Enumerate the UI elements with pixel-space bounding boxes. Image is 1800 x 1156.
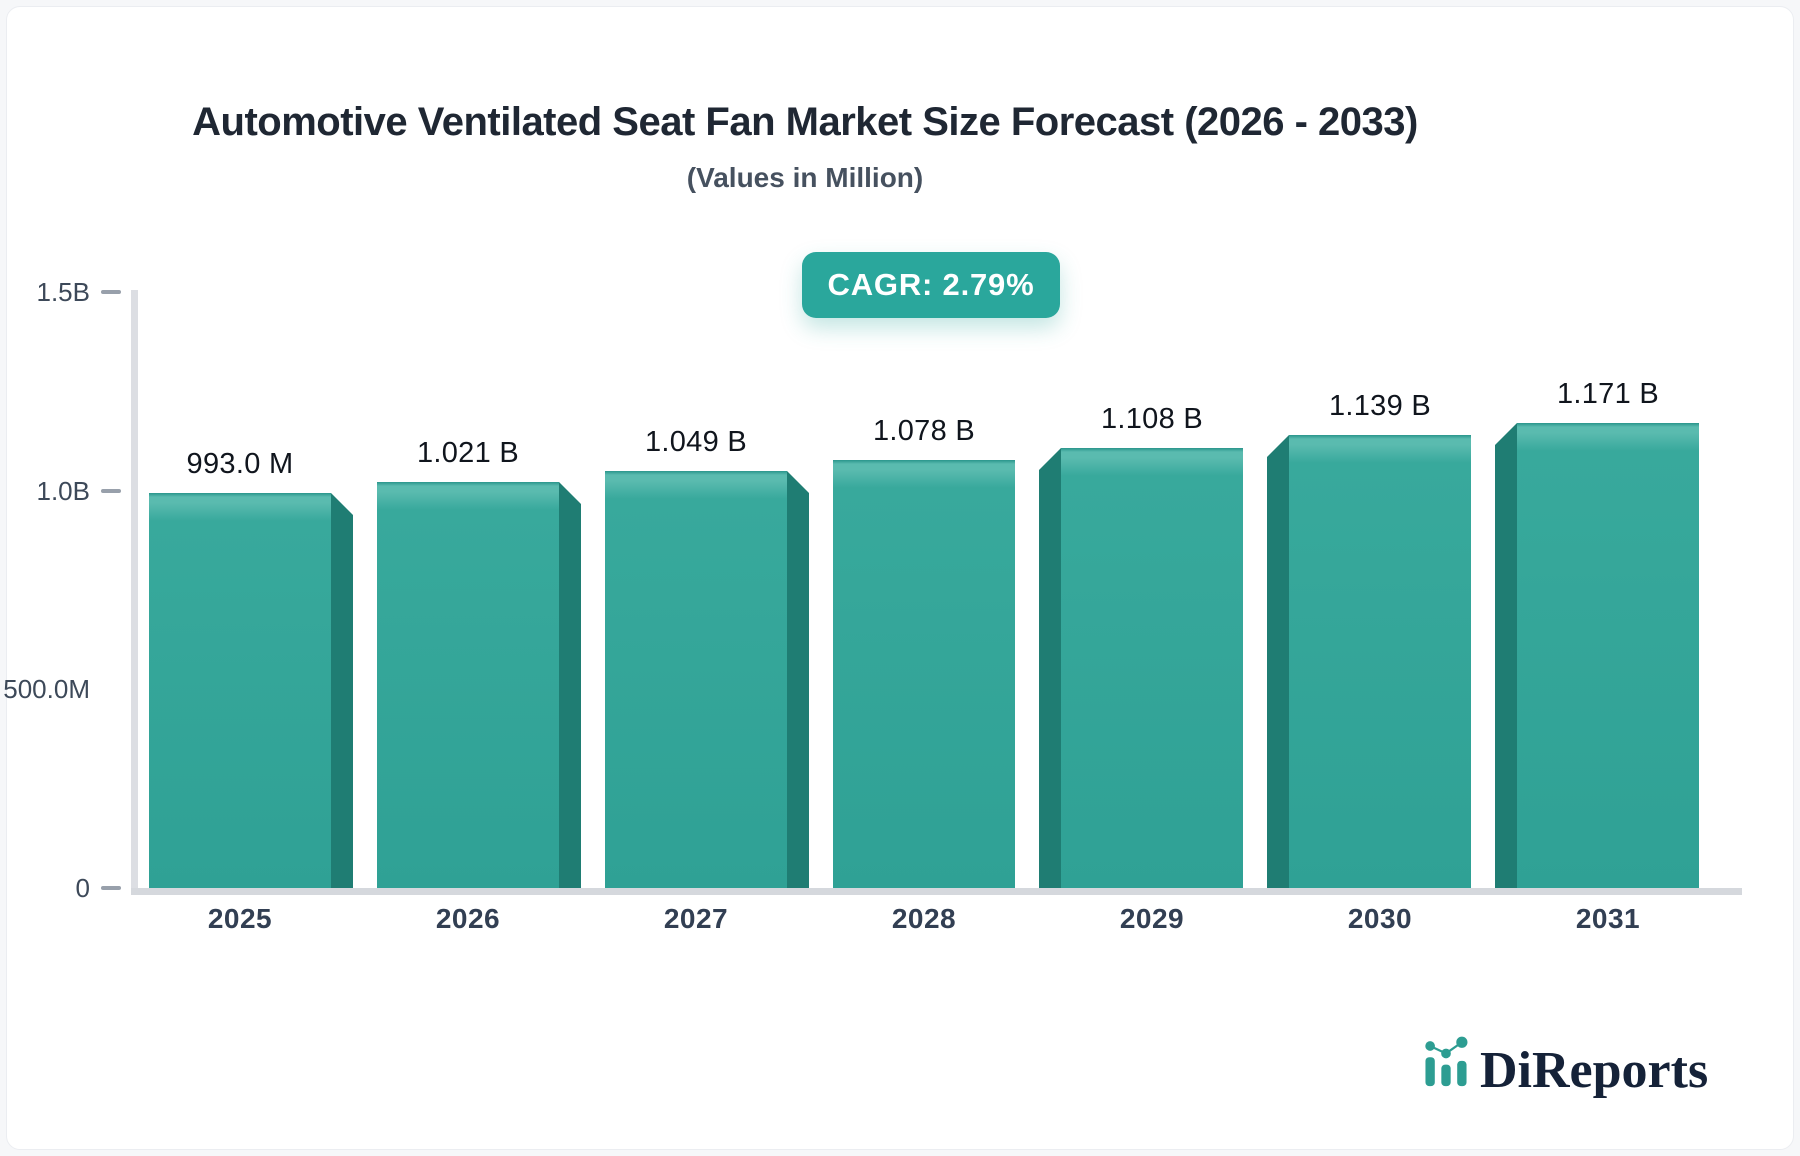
x-axis-line — [131, 888, 1742, 895]
x-axis-label-2025: 2025 — [207, 903, 273, 934]
chart-title: Automotive Ventilated Seat Fan Market Si… — [192, 100, 1418, 144]
x-axis-label-2027: 2027 — [663, 903, 729, 934]
bar-value-label-2025: 993.0 M — [186, 448, 294, 480]
bar-2026-side-face — [559, 482, 581, 888]
bar-2025 — [149, 493, 331, 888]
x-axis-label-2031: 2031 — [1575, 903, 1641, 934]
bar-value-label-2026: 1.021 B — [416, 437, 520, 469]
direports-logo: DiReports — [1420, 1032, 1708, 1101]
x-axis-label-2030: 2030 — [1347, 903, 1413, 934]
bar-2029 — [1061, 448, 1243, 888]
bar-value-label-2028: 1.078 B — [872, 415, 976, 447]
y-axis-label-1.5B: 1.5B — [36, 277, 91, 307]
x-axis-label-2026: 2026 — [435, 903, 501, 934]
bar-2026 — [377, 482, 559, 888]
bar-value-label-2030: 1.139 B — [1328, 390, 1432, 422]
y-axis-label-500.0M: 500.0M — [3, 674, 90, 705]
y-axis-label-0: 0 — [75, 873, 90, 903]
direports-logo-text: DiReports — [1480, 1042, 1709, 1099]
x-axis-label-2029: 2029 — [1119, 903, 1185, 934]
bar-2028 — [833, 460, 1015, 888]
chart-subtitle: (Values in Million) — [686, 162, 924, 193]
y-axis-tick — [101, 488, 121, 493]
bar-2025-side-face — [331, 493, 353, 888]
bar-2031-side-face — [1495, 423, 1517, 888]
x-axis-label-2028: 2028 — [891, 903, 957, 934]
bar-2029-side-face — [1039, 448, 1061, 888]
direports-logo-icon — [1425, 1036, 1468, 1087]
cagr-badge: CAGR: 2.79% — [802, 252, 1060, 318]
bar-2030 — [1289, 435, 1471, 888]
y-axis-line — [131, 290, 138, 895]
cagr-badge-label: CAGR: 2.79% — [827, 267, 1035, 302]
bar-2027-side-face — [787, 471, 809, 888]
y-axis-tick — [101, 290, 121, 294]
bar-2031 — [1517, 423, 1699, 888]
bar-2030-side-face — [1267, 435, 1289, 888]
bar-value-label-2027: 1.049 B — [644, 426, 748, 458]
y-axis-tick — [101, 886, 121, 890]
bar-value-label-2029: 1.108 B — [1100, 403, 1204, 435]
bar-value-label-2031: 1.171 B — [1556, 378, 1660, 410]
bar-2027 — [605, 471, 787, 888]
y-axis-label-1.0B: 1.0B — [36, 475, 91, 506]
